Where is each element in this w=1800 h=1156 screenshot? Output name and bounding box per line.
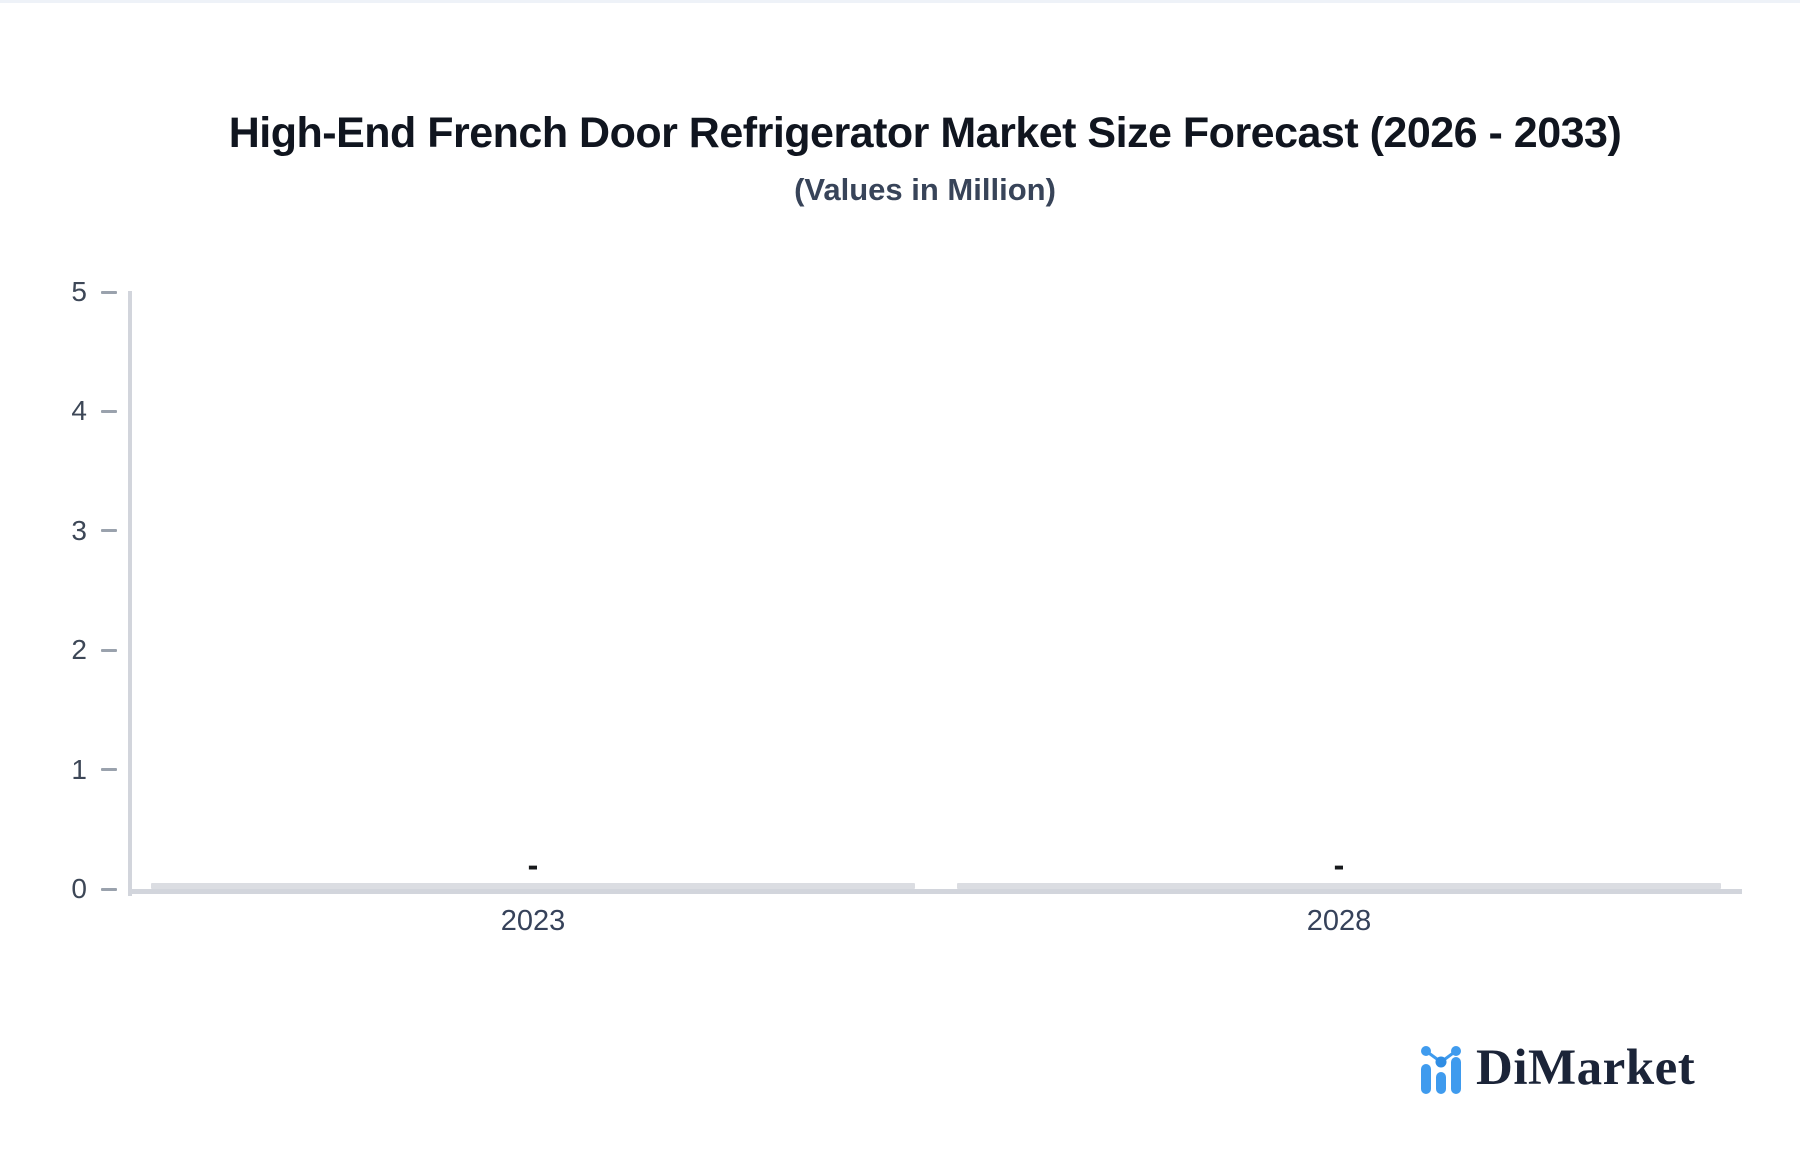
y-tick: 5 xyxy=(0,276,130,308)
y-axis-line xyxy=(128,291,132,896)
title-block: High-End French Door Refrigerator Market… xyxy=(50,107,1800,210)
y-tick-label: 4 xyxy=(71,395,87,427)
y-tick-mark xyxy=(101,887,117,891)
y-tick-mark xyxy=(101,290,117,294)
bar-chart-trend-icon xyxy=(1421,1046,1461,1094)
y-tick: 4 xyxy=(0,395,130,427)
bar-2023[interactable] xyxy=(150,883,916,889)
x-tick-label: 2028 xyxy=(1306,905,1372,937)
y-tick: 0 xyxy=(0,873,130,905)
y-tick-mark xyxy=(101,529,117,533)
x-axis: 2023 2028 xyxy=(130,905,1742,945)
logo-text: DiMarket xyxy=(1476,1039,1696,1096)
y-tick-label: 0 xyxy=(71,873,87,904)
y-tick: 2 xyxy=(0,634,130,666)
x-tick-label: 2023 xyxy=(500,905,566,937)
chart-title: High-End French Door Refrigerator Market… xyxy=(228,109,1622,157)
bar-value-label: - xyxy=(1333,847,1345,883)
y-tick-label: 2 xyxy=(71,634,87,666)
y-tick-mark xyxy=(101,768,117,772)
x-axis-line xyxy=(130,889,1742,894)
y-tick-label: 5 xyxy=(71,276,87,307)
dimarket-logo: DiMarket xyxy=(1418,1041,1695,1095)
y-tick-label: 1 xyxy=(71,753,87,785)
y-tick: 3 xyxy=(0,515,130,547)
plot-area: -- xyxy=(130,292,1742,889)
y-tick-mark xyxy=(101,648,117,652)
y-tick-label: 3 xyxy=(71,514,87,546)
y-axis: 0 1 2 3 4 5 xyxy=(0,276,130,904)
bar-value-label: - xyxy=(527,847,539,883)
y-tick-mark xyxy=(101,409,117,413)
y-tick: 1 xyxy=(0,754,130,786)
bar-2028[interactable] xyxy=(956,883,1722,889)
chart-subtitle: (Values in Million) xyxy=(794,171,1056,207)
